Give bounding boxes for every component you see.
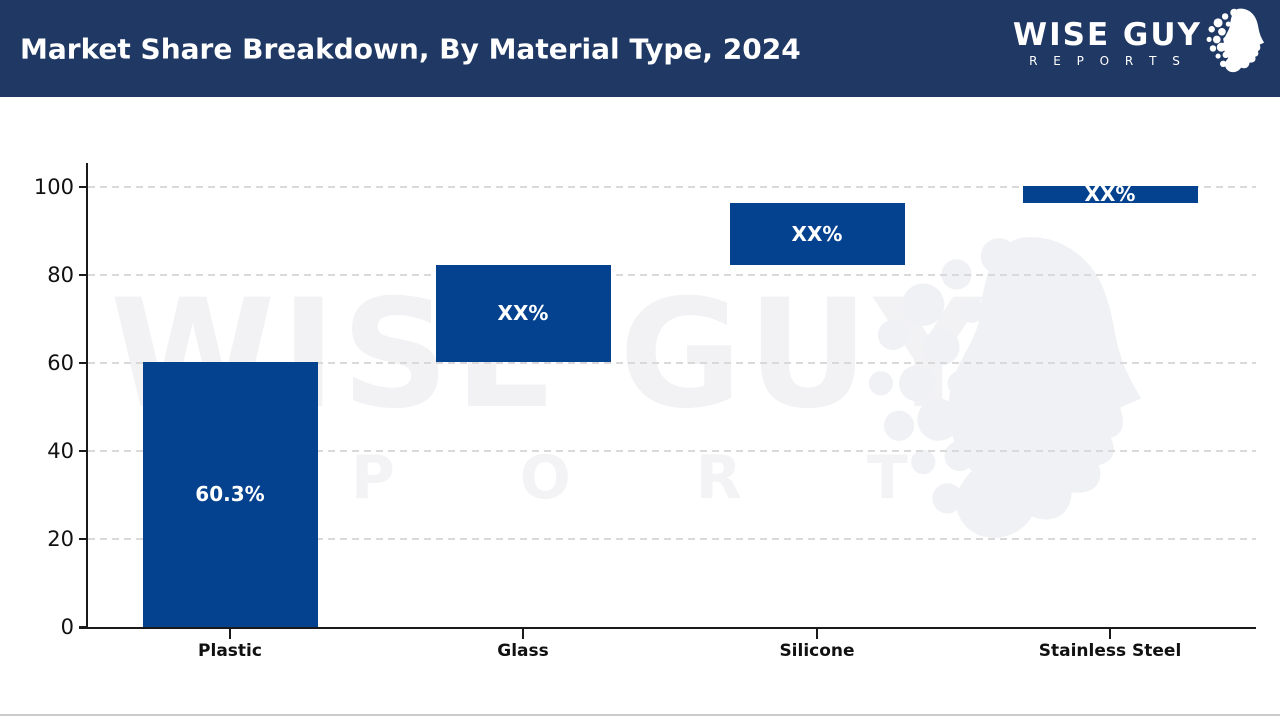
bar-silicone <box>729 202 905 265</box>
y-tick-label: 60 <box>47 351 74 375</box>
page-title: Market Share Breakdown, By Material Type… <box>20 32 801 65</box>
x-axis-tick <box>229 629 231 639</box>
gridline <box>88 538 1256 540</box>
y-axis-tick <box>79 362 88 364</box>
brand-subname: R E P O R T S <box>1029 53 1186 68</box>
gridline <box>88 362 1256 364</box>
wise-guy-head-icon <box>1206 8 1265 73</box>
bar-value-label: XX% <box>791 221 843 246</box>
x-axis-tick <box>1109 629 1111 639</box>
bar-value-label: 60.3% <box>195 482 265 507</box>
gridline <box>88 274 1256 276</box>
bar-glass <box>435 264 611 362</box>
gridline <box>88 186 1256 188</box>
brand-logo-text: WISE GUY R E P O R T S <box>1013 18 1202 67</box>
watermark-head-icon <box>868 237 1142 538</box>
y-axis-tick <box>79 274 88 276</box>
bar-plastic <box>142 361 318 627</box>
x-tick-label: Silicone <box>779 641 855 661</box>
x-axis <box>79 627 1256 629</box>
header-bar: Market Share Breakdown, By Material Type… <box>0 0 1280 97</box>
y-axis-tick <box>79 450 88 452</box>
y-tick-label: 20 <box>47 527 74 551</box>
brand-name: WISE GUY <box>1012 17 1202 54</box>
y-axis-tick <box>79 538 88 540</box>
y-tick-label: 0 <box>60 615 74 639</box>
bottom-divider <box>0 714 1280 716</box>
bar-value-label: XX% <box>497 301 549 326</box>
x-axis-tick <box>816 629 818 639</box>
x-tick-label: Plastic <box>198 641 262 661</box>
brand-logo: WISE GUY R E P O R T S <box>1013 6 1268 80</box>
x-tick-label: Stainless Steel <box>1038 641 1182 661</box>
bar-value-label: XX% <box>1084 182 1136 207</box>
y-axis-tick <box>79 186 88 188</box>
y-tick-label: 40 <box>47 439 74 463</box>
y-tick-label: 100 <box>33 175 74 199</box>
watermark-reports-text: E P O R T S <box>185 443 1128 513</box>
gridline <box>88 450 1256 452</box>
y-tick-label: 80 <box>47 263 74 287</box>
y-axis <box>86 163 88 629</box>
x-tick-label: Glass <box>497 641 549 661</box>
bar-stainless-steel <box>1022 185 1198 203</box>
x-axis-tick <box>522 629 524 639</box>
